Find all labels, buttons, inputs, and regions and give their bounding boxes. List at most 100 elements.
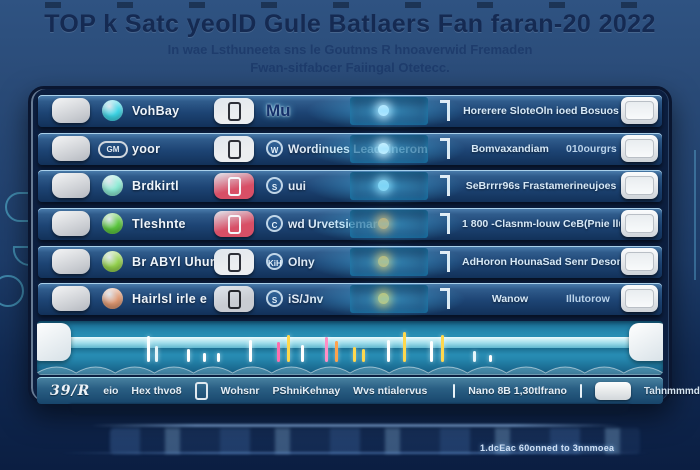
phone-icon[interactable] (214, 136, 254, 162)
row-left-button[interactable] (52, 173, 90, 198)
phone-glyph (227, 101, 241, 121)
indicator-dot-icon (378, 143, 389, 154)
mid-badge-icon: C (266, 215, 283, 232)
button-inner (625, 252, 654, 271)
row-left-button[interactable] (52, 286, 90, 311)
page-subtitle-1: In wae Lsthuneeta sns le Goutnns R hnoav… (167, 42, 533, 57)
phone-icon[interactable] (214, 249, 254, 275)
wave-decoration (37, 366, 663, 375)
bracket-mark (440, 288, 450, 309)
row-left-button[interactable] (52, 211, 90, 236)
name-badge-icon: GM (98, 141, 128, 158)
horizontal-pipe (61, 337, 639, 348)
center-indicator (350, 285, 428, 313)
decor-tick (155, 346, 158, 362)
mid-badge-icon: S (266, 290, 283, 307)
indicator-dot-icon (378, 293, 389, 304)
center-indicator (350, 97, 428, 125)
decor-tick (353, 347, 356, 362)
status-circle-icon (102, 288, 123, 309)
row-mid-text: iS/Jnv (288, 292, 324, 306)
mid-badge-icon: KiH (266, 253, 283, 270)
toolbar-item-hex[interactable]: Hex thvo8 (131, 385, 182, 397)
row-right-text: SeBrrrr96s Frastamerineujoes (465, 180, 617, 192)
reflection-caption: 1.dcEac 60onned to 3nnmoea (480, 443, 615, 453)
row-right-text: Wanow (491, 293, 529, 305)
toolbar-item-ntialervus[interactable]: Wvs ntialervus (353, 385, 428, 397)
row-right-text-2: 010ourgrs (566, 143, 617, 155)
toolbar-right-caption: Tahnmmmd lRe (643, 385, 700, 397)
row-mid-text: uui (288, 179, 306, 193)
row-left-button[interactable] (52, 98, 90, 123)
bracket-mark (440, 100, 450, 121)
decor-tick (473, 351, 476, 362)
phone-icon[interactable] (214, 98, 254, 124)
bracket-mark (440, 175, 450, 196)
row-name: Hairlsl irle e (132, 292, 208, 306)
device-frame: VohBay Mu Horerere SloteOln ioed Bosuos … (28, 86, 700, 404)
bottom-toolbar: 39/R eio Hex thvo8 Wohsnr PShniKehnay Wv… (37, 377, 700, 404)
row-right-button[interactable] (621, 285, 658, 312)
row-name: Br ABYl Uhur (132, 255, 216, 269)
list-item[interactable]: VohBay Mu Horerere SloteOln ioed Bosuos (38, 92, 662, 130)
list-item[interactable]: GM yoor W Wordinues Leadelnerom Bomvaxan… (38, 130, 662, 168)
toolbar-right-label: Nano 8B 1,30tlfrano (468, 385, 567, 397)
phone-icon[interactable] (214, 211, 254, 237)
decor-tick (387, 340, 390, 362)
indicator-dot-icon (378, 105, 389, 116)
decor-tick (362, 349, 365, 362)
phone-glyph (227, 176, 241, 196)
row-left-button[interactable] (52, 249, 90, 274)
reflection-glow (110, 428, 640, 454)
phone-icon[interactable] (214, 286, 254, 312)
toolbar-button[interactable] (594, 382, 631, 400)
list-item[interactable]: Tleshnte C wd Urvetsiemar 1 800 -Clasnm-… (38, 205, 662, 243)
toolbar-brand: 39/R (50, 383, 91, 399)
row-mid-text: Olny (288, 255, 315, 269)
row-left-button[interactable] (52, 136, 90, 161)
indicator-dot-icon (378, 256, 389, 267)
row-right-button[interactable] (621, 210, 658, 237)
phone-glyph (227, 214, 241, 234)
band-right-cap (629, 323, 663, 361)
right-edge-glow (694, 150, 696, 280)
button-inner (625, 289, 654, 308)
indicator-dot-icon (378, 180, 389, 191)
decor-tick (147, 336, 150, 362)
page-title: TOP k Satc yeolD Gule Batlaers Fan faran… (44, 10, 656, 38)
list-item[interactable]: Brdkirtl S uui SeBrrrr96s Frastamerineuj… (38, 167, 662, 205)
reflection-streak (60, 452, 650, 454)
row-right-button[interactable] (621, 135, 658, 162)
row-right-text: Horerere SloteOln ioed Bosuos (463, 105, 619, 117)
row-name: VohBay (132, 104, 180, 118)
phone-icon[interactable] (214, 173, 254, 199)
row-right-button[interactable] (621, 172, 658, 199)
center-indicator (350, 210, 428, 238)
toolbar-item-wohsnr[interactable]: Wohsnr (220, 385, 260, 397)
bracket-mark (440, 251, 450, 272)
row-name: Tleshnte (132, 217, 186, 231)
page-subtitle-2: Fwan-sitfabcer Faiingal Otetecc. (250, 60, 450, 75)
reflection-streak (90, 424, 620, 427)
decor-tick (441, 335, 444, 362)
status-circle-icon (102, 251, 123, 272)
mid-badge-icon: W (266, 140, 283, 157)
row-mid-text: Mu (266, 101, 291, 120)
row-right-button[interactable] (621, 97, 658, 124)
toolbar-item-eio[interactable]: eio (103, 385, 119, 397)
mid-badge-icon: S (266, 177, 283, 194)
button-inner (625, 139, 654, 158)
row-right-button[interactable] (621, 248, 658, 275)
list-item[interactable]: Hairlsl irle e S iS/Jnv Wanow Illutorow (38, 280, 662, 318)
toolbar-item-pshnikehnay[interactable]: PShniKehnay (272, 385, 341, 397)
device-foot-shadow (70, 404, 630, 414)
decor-tick (403, 332, 406, 362)
decor-tick (325, 337, 328, 362)
divider (579, 384, 582, 398)
phone-glyph (227, 139, 241, 159)
decor-tick (287, 335, 290, 362)
decor-tick (301, 345, 304, 362)
list-item[interactable]: Br ABYl Uhur KiH Olny AdHoron HounaSad S… (38, 243, 662, 281)
status-circle-icon (102, 175, 123, 196)
